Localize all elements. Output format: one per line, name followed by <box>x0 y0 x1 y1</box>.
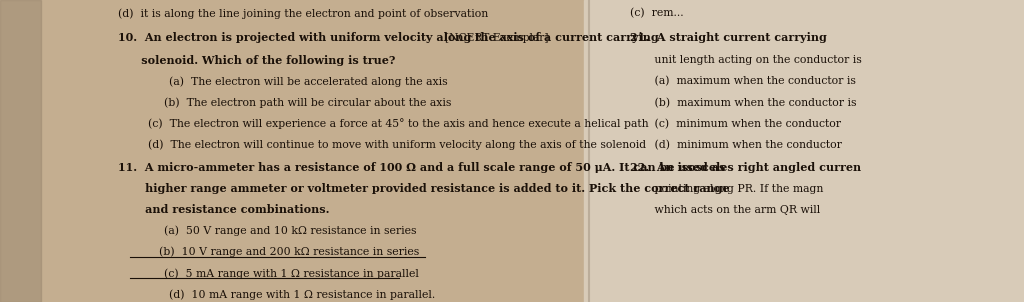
Text: 10.  An electron is projected with uniform velocity along the axis of a current : 10. An electron is projected with unifor… <box>118 32 658 43</box>
Text: higher range ammeter or voltmeter provided resistance is added to it. Pick the c: higher range ammeter or voltmeter provid… <box>118 183 729 194</box>
Text: (c)  5 mA range with 1 Ω resistance in parallel: (c) 5 mA range with 1 Ω resistance in pa… <box>143 268 419 278</box>
Text: which acts on the arm QR will: which acts on the arm QR will <box>630 205 820 215</box>
Text: (a)  maximum when the conductor is: (a) maximum when the conductor is <box>630 76 856 87</box>
Text: (d)  minimum when the conductor: (d) minimum when the conductor <box>630 140 842 150</box>
Text: (b)  The electron path will be circular about the axis: (b) The electron path will be circular a… <box>164 98 452 108</box>
Text: (d)  10 mA range with 1 Ω resistance in parallel.: (d) 10 mA range with 1 Ω resistance in p… <box>148 289 436 300</box>
Text: (b)  maximum when the conductor is: (b) maximum when the conductor is <box>630 98 856 108</box>
Bar <box>584 0 1024 302</box>
Text: 22.  An isosceles right angled curren: 22. An isosceles right angled curren <box>630 162 861 173</box>
Text: [NCERT Exemplar]: [NCERT Exemplar] <box>445 33 549 43</box>
Text: (b)  10 V range and 200 kΩ resistance in series: (b) 10 V range and 200 kΩ resistance in … <box>138 247 420 257</box>
Text: 21.  A straight current carrying: 21. A straight current carrying <box>630 32 826 43</box>
Bar <box>0 0 41 302</box>
Text: and resistance combinations.: and resistance combinations. <box>118 204 330 215</box>
Text: (c)  minimum when the conductor: (c) minimum when the conductor <box>630 119 841 129</box>
Text: (d)  The electron will continue to move with uniform velocity along the axis of : (d) The electron will continue to move w… <box>148 140 646 150</box>
Text: (a)  50 V range and 10 kΩ resistance in series: (a) 50 V range and 10 kΩ resistance in s… <box>143 226 417 236</box>
Text: (c)  The electron will experience a force at 45° to the axis and hence execute a: (c) The electron will experience a force… <box>148 118 649 129</box>
Text: unit length acting on the conductor is: unit length acting on the conductor is <box>630 55 861 66</box>
Text: solenoid. Which of the following is true?: solenoid. Which of the following is true… <box>118 55 395 66</box>
Text: pointing along PR. If the magn: pointing along PR. If the magn <box>630 184 823 194</box>
Text: 11.  A micro-ammeter has a resistance of 100 Ω and a full scale range of 50 μA. : 11. A micro-ammeter has a resistance of … <box>118 162 725 173</box>
Text: (c)  rem...: (c) rem... <box>630 8 683 19</box>
Text: (d)  it is along the line joining the electron and point of observation: (d) it is along the line joining the ele… <box>118 8 488 19</box>
Text: (a)  The electron will be accelerated along the axis: (a) The electron will be accelerated alo… <box>148 76 449 87</box>
